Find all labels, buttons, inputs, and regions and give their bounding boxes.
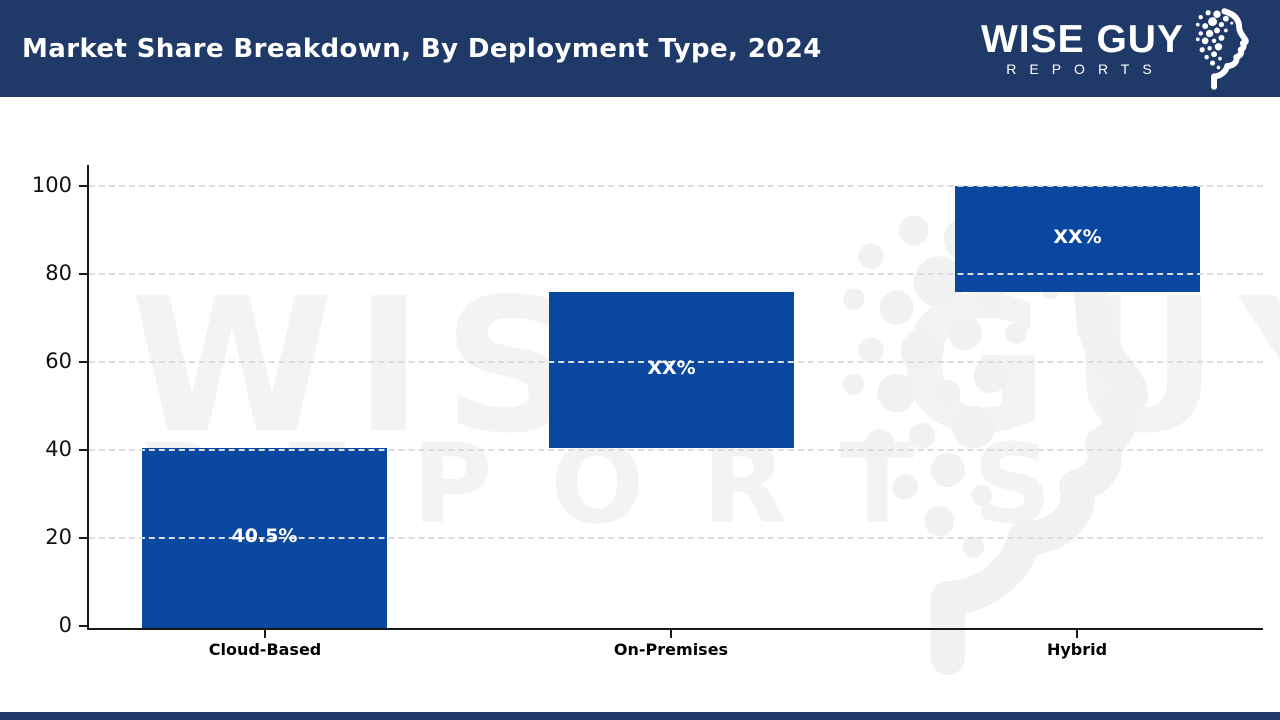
y-tick-label-80: 80	[45, 261, 72, 285]
wiseguy-logo: WISE GUY REPORTS	[981, 6, 1254, 92]
x-tick-cloud-based	[264, 630, 266, 638]
logo-wise-guy-label: WISE GUY	[980, 18, 1184, 61]
y-tick-label-40: 40	[45, 437, 72, 461]
footer-band	[0, 712, 1280, 720]
bar-on-premises	[549, 292, 794, 448]
bar-value-label: 40.5%	[231, 525, 298, 547]
gridline-100	[89, 185, 1263, 187]
y-tick-100	[79, 185, 87, 187]
wiseguy-logo-text: WISE GUY REPORTS	[980, 18, 1184, 78]
gridline-80	[89, 273, 1263, 275]
watermark-head-icon	[843, 205, 1148, 675]
y-tick-80	[79, 273, 87, 275]
y-tick-label-20: 20	[45, 525, 72, 549]
x-category-label: On-Premises	[613, 640, 729, 659]
y-tick-20	[79, 537, 87, 539]
gridline-40	[89, 449, 1263, 451]
wiseguy-head-icon	[1195, 7, 1249, 90]
x-axis-line	[87, 628, 1263, 630]
x-tick-on-premises	[670, 630, 672, 638]
gridline-60	[89, 361, 1263, 363]
logo-reports-label: REPORTS	[1006, 61, 1165, 77]
bar-value-label: XX%	[1053, 226, 1102, 248]
y-tick-label-100: 100	[31, 173, 72, 197]
x-tick-hybrid	[1076, 630, 1078, 638]
header-band: Market Share Breakdown, By Deployment Ty…	[0, 0, 1280, 97]
y-tick-label-0: 0	[58, 613, 72, 637]
y-tick-label-60: 60	[45, 349, 72, 373]
x-category-label: Cloud-Based	[208, 640, 322, 659]
x-category-label: Hybrid	[1046, 640, 1108, 659]
bar-value-label: XX%	[647, 357, 696, 379]
y-tick-40	[79, 449, 87, 451]
y-axis-line	[87, 165, 89, 630]
y-tick-60	[79, 361, 87, 363]
page-title: Market Share Breakdown, By Deployment Ty…	[22, 33, 822, 64]
gridline-20	[89, 537, 1263, 539]
y-tick-0	[79, 625, 87, 627]
